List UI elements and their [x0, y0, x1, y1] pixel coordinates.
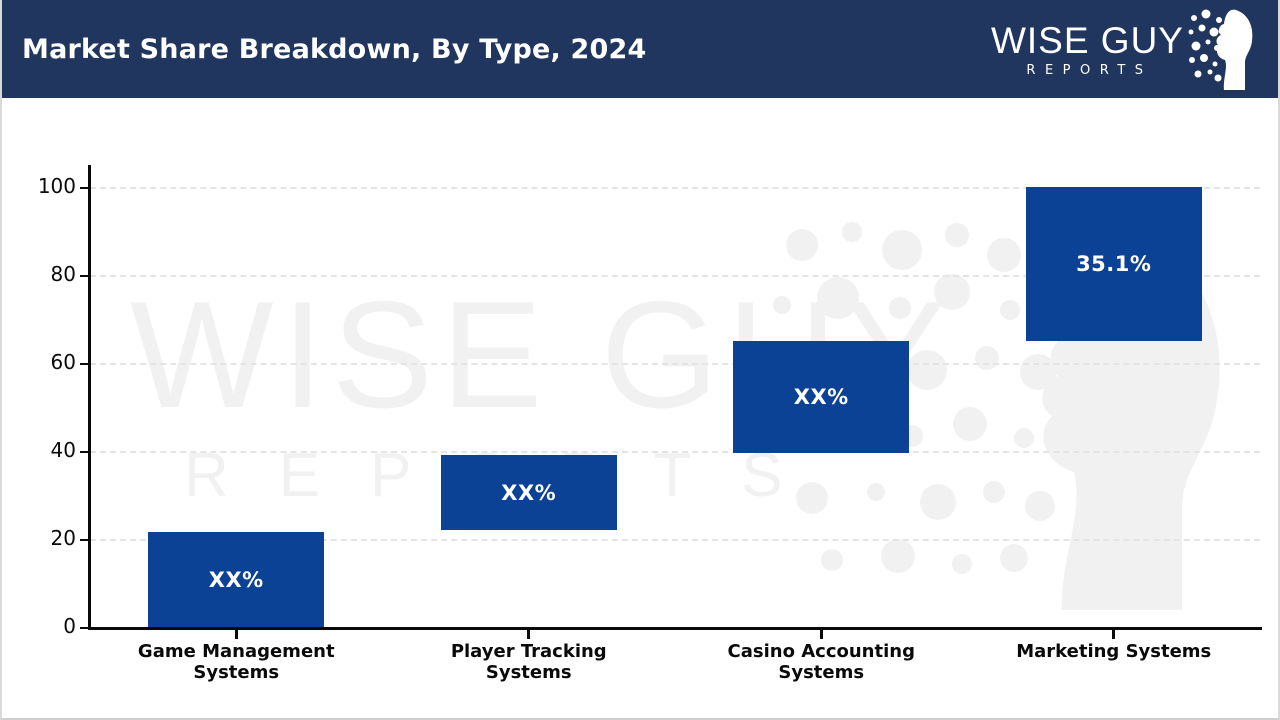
x-axis-line [88, 627, 1262, 630]
brand-logo-text: WISE GUY REPORTS [991, 22, 1184, 77]
x-tick-mark [1112, 630, 1116, 639]
x-tick-mark [819, 630, 823, 639]
bar-value-label: XX% [793, 385, 849, 410]
y-axis-line [88, 165, 91, 630]
y-tick-label: 40 [50, 438, 76, 462]
y-tick-mark [80, 363, 88, 365]
y-tick-label: 0 [63, 614, 76, 638]
gridline [90, 451, 1260, 453]
x-category-label: Player Tracking Systems [450, 641, 607, 684]
gridline [90, 363, 1260, 365]
page-title: Market Share Breakdown, By Type, 2024 [22, 33, 647, 65]
y-tick-label: 20 [50, 526, 76, 550]
bar: XX% [148, 532, 325, 627]
x-category-label: Casino Accounting Systems [727, 641, 915, 684]
x-category-label: Game Management Systems [137, 641, 335, 684]
bar: XX% [733, 341, 910, 454]
header-bar: Market Share Breakdown, By Type, 2024 WI… [2, 0, 1278, 98]
x-tick-mark [234, 630, 238, 639]
bar-value-label: 35.1% [1076, 252, 1152, 277]
y-tick-mark [80, 627, 88, 629]
y-tick-mark [80, 539, 88, 541]
x-tick-mark [527, 630, 531, 639]
bar: 35.1% [1025, 187, 1202, 342]
brand-logo-head-icon [1188, 9, 1253, 90]
y-tick-mark [80, 451, 88, 453]
y-tick-mark [80, 275, 88, 277]
y-tick-label: 100 [37, 174, 76, 198]
y-tick-label: 60 [50, 350, 76, 374]
bar-value-label: XX% [208, 567, 264, 592]
y-tick-label: 80 [50, 262, 76, 286]
y-tick-mark [80, 187, 88, 189]
bar: XX% [440, 455, 617, 531]
brand-logo-subtitle: REPORTS [1026, 62, 1153, 78]
x-category-label: Marketing Systems [1016, 641, 1212, 662]
brand-logo: WISE GUY REPORTS [991, 8, 1254, 90]
gridline [90, 275, 1260, 277]
brand-logo-name: WISE GUY [990, 19, 1184, 61]
gridline [90, 187, 1260, 189]
bar-value-label: XX% [501, 480, 557, 505]
gridline [90, 539, 1260, 541]
